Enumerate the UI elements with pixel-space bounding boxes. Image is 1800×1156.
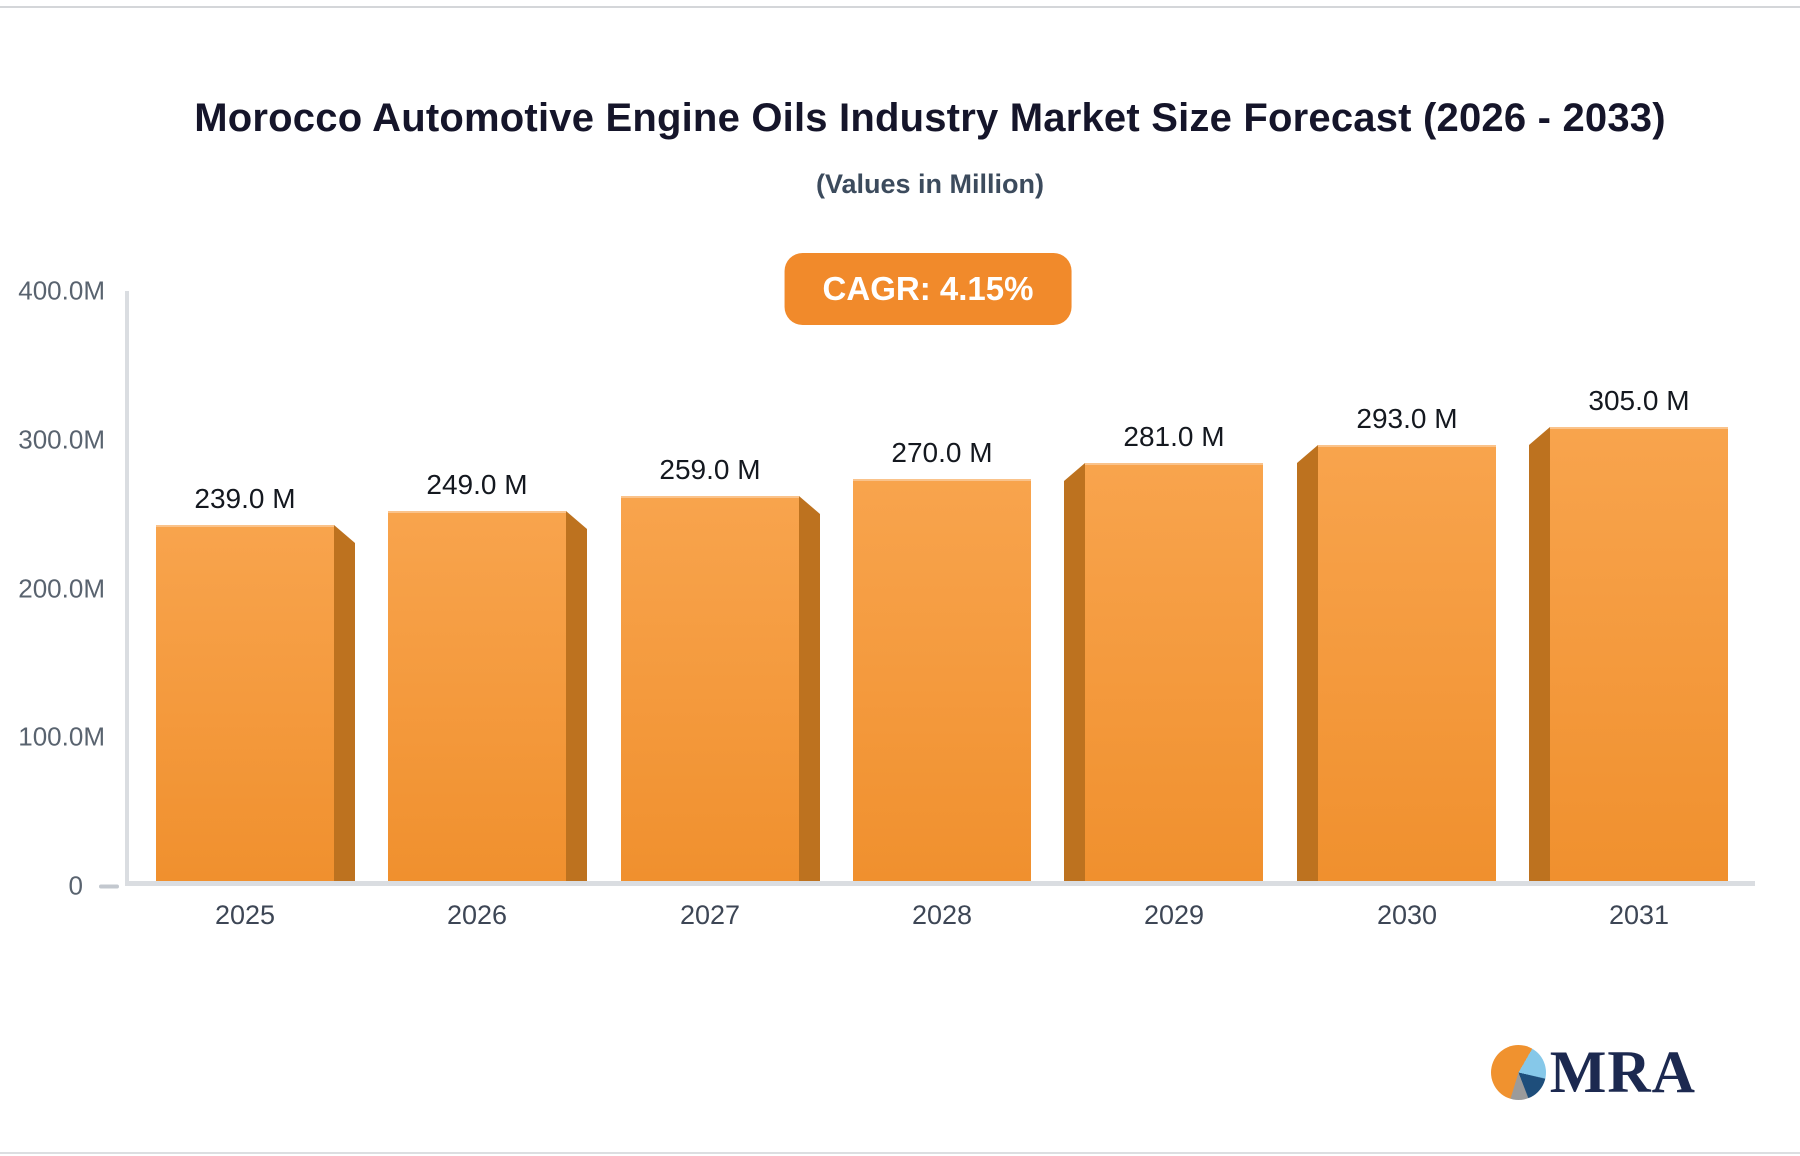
chart-subtitle: (Values in Million)	[815, 169, 1045, 199]
y-tick-label: 0	[0, 871, 129, 902]
bar-value-label-2031: 305.0 M	[1588, 385, 1690, 416]
chart-title: Morocco Automotive Engine Oils Industry …	[194, 96, 1666, 140]
bar-2027-side-face	[799, 496, 820, 881]
bar-2028[interactable]	[853, 479, 1031, 881]
top-divider	[0, 6, 1800, 8]
y-tick-label: 400.0M	[18, 275, 105, 306]
x-axis-label-2028: 2028	[911, 900, 973, 930]
y-tick-label: 300.0M	[18, 424, 105, 455]
bar-2025-side-face	[334, 525, 355, 881]
y-tick-label: 200.0M	[18, 573, 105, 603]
bar-value-label-2030: 293.0 M	[1356, 403, 1458, 434]
bar-2025[interactable]	[156, 525, 334, 881]
bar-value-label-2026: 249.0 M	[426, 469, 528, 500]
x-axis-label-2029: 2029	[1143, 900, 1205, 930]
bar-2029[interactable]	[1085, 463, 1263, 881]
cagr-badge: CAGR: 4.15%	[784, 253, 1072, 325]
plot-area: 239.0 M 2025 249.0 M 2026 259.0 M 2027 270.0 M…	[125, 291, 1755, 930]
x-axis-label-2026: 2026	[446, 900, 508, 930]
pie-chart-logo-icon	[1490, 1044, 1546, 1100]
x-axis-label-2031: 2031	[1608, 900, 1670, 930]
x-axis-label-2030: 2030	[1376, 900, 1438, 930]
brand-logo-text: MRA	[1549, 1039, 1696, 1105]
bar-value-label-2028: 270.0 M	[891, 437, 993, 468]
zero-tick-mark	[99, 884, 119, 888]
bar-value-label-2025: 239.0 M	[194, 483, 296, 514]
bar-2030-side-face	[1297, 445, 1318, 881]
bar-value-label-2029: 281.0 M	[1123, 421, 1225, 452]
bottom-divider	[0, 1152, 1800, 1154]
x-axis-label-2025: 2025	[214, 900, 276, 930]
x-axis-label-2027: 2027	[679, 900, 741, 930]
y-axis: 400.0M 300.0M 200.0M 100.0M 0	[0, 276, 129, 901]
bar-2031-side-face	[1529, 427, 1550, 881]
bar-2031[interactable]	[1550, 427, 1728, 881]
bar-value-label-2027: 259.0 M	[659, 454, 761, 485]
chart-header: Morocco Automotive Engine Oils Industry …	[75, 0, 1785, 200]
bar-2026[interactable]	[388, 511, 566, 881]
bar-2027[interactable]	[621, 496, 799, 881]
brand-logo: MRA	[1490, 1039, 1696, 1105]
bar-2026-side-face	[566, 511, 587, 881]
bar-2029-side-face	[1064, 463, 1085, 881]
bar-2030[interactable]	[1318, 445, 1496, 881]
y-tick-label: 100.0M	[18, 721, 105, 752]
